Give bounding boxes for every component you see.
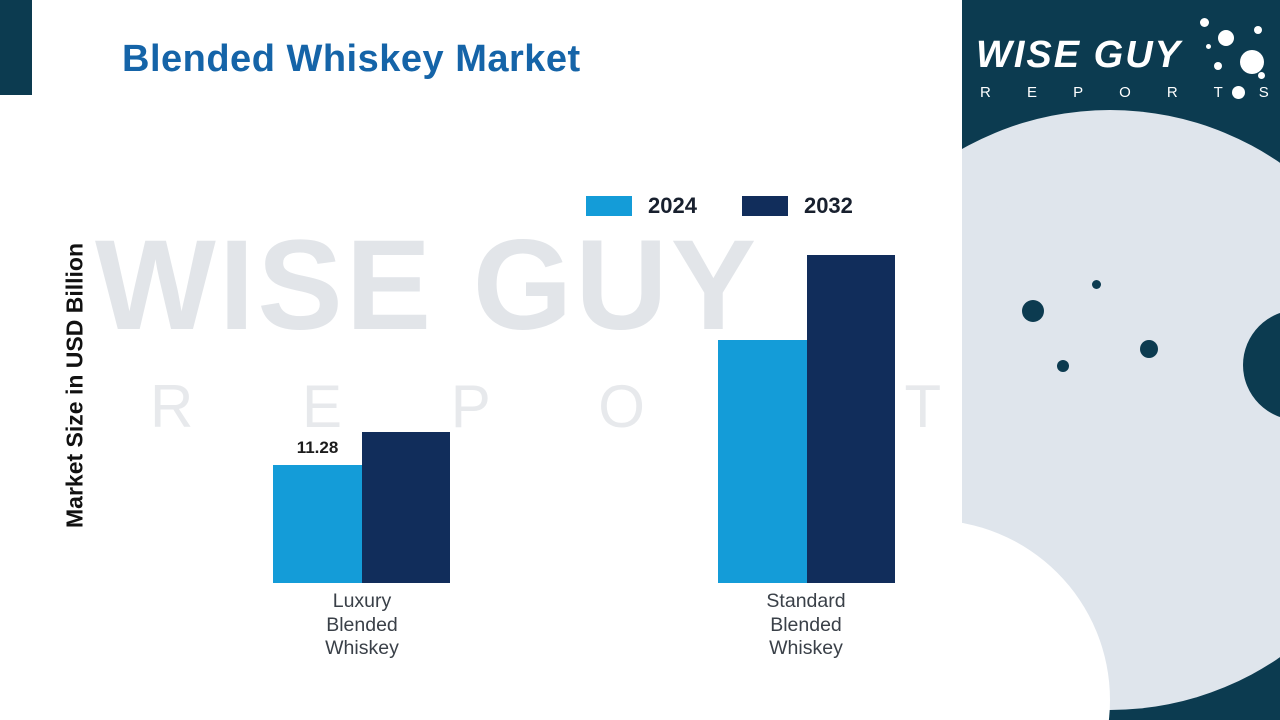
bar-value-label: 11.28 xyxy=(296,438,339,458)
logo-head-dot xyxy=(1200,18,1209,27)
legend-item-2024: 2024 xyxy=(586,193,697,219)
decor-dot xyxy=(1057,360,1069,372)
logo-head-dot xyxy=(1218,30,1234,46)
bar-standard-2032 xyxy=(807,255,895,583)
legend-swatch-2032 xyxy=(741,196,788,216)
logo-head-dot xyxy=(1258,72,1265,79)
bar-standard-2024 xyxy=(718,340,807,583)
bar-group-standard xyxy=(718,255,895,583)
logo-head-dot xyxy=(1254,26,1262,34)
legend-label-2032: 2032 xyxy=(803,193,853,218)
decor-dot xyxy=(966,230,975,239)
decor-dot xyxy=(1132,130,1142,140)
category-label-luxury: Luxury Blended Whiskey xyxy=(325,590,399,659)
decor-dot xyxy=(1022,128,1034,140)
bar-luxury-2024 xyxy=(273,465,362,583)
category-label-standard: Standard Blended Whiskey xyxy=(766,590,846,659)
decor-dot xyxy=(1050,158,1070,178)
decor-dot xyxy=(1080,132,1089,141)
logo-wordmark: WISE GUY xyxy=(976,34,1183,76)
watermark-reports: R E P O R T S xyxy=(150,373,1135,440)
legend-item-2032: 2032 xyxy=(741,193,853,219)
bar-luxury-2032 xyxy=(362,432,450,583)
y-axis-label: Market Size in USD Billion xyxy=(61,243,88,528)
watermark-wiseguy: WISE GUY xyxy=(95,214,760,357)
decor-dot xyxy=(1022,300,1044,322)
eye-dot xyxy=(1140,340,1158,358)
logo-subtext: R E P O R T S xyxy=(980,84,1280,101)
bar-group-luxury xyxy=(273,432,450,583)
wise-guy-logo: WISE GUY R E P O R T S xyxy=(976,34,1280,101)
decor-dot xyxy=(1067,200,1079,212)
decor-dot xyxy=(980,150,1008,178)
brand-panel: WISE GUY R E P O R T S xyxy=(962,0,1280,720)
logo-head-dot xyxy=(1214,62,1222,70)
logo-head-dot xyxy=(1232,86,1245,99)
decor-dot xyxy=(1092,280,1101,289)
page-title: Blended Whiskey Market xyxy=(122,38,581,80)
decor-dot xyxy=(996,196,1010,210)
logo-head-dot xyxy=(1240,50,1264,74)
chart-legend: 2024 2032 xyxy=(586,193,853,219)
corner-accent-block xyxy=(0,0,32,95)
decor-dot xyxy=(1104,160,1130,186)
logo-head-dot xyxy=(1206,44,1211,49)
legend-label-2024: 2024 xyxy=(648,193,697,218)
legend-swatch-2024 xyxy=(586,196,632,216)
